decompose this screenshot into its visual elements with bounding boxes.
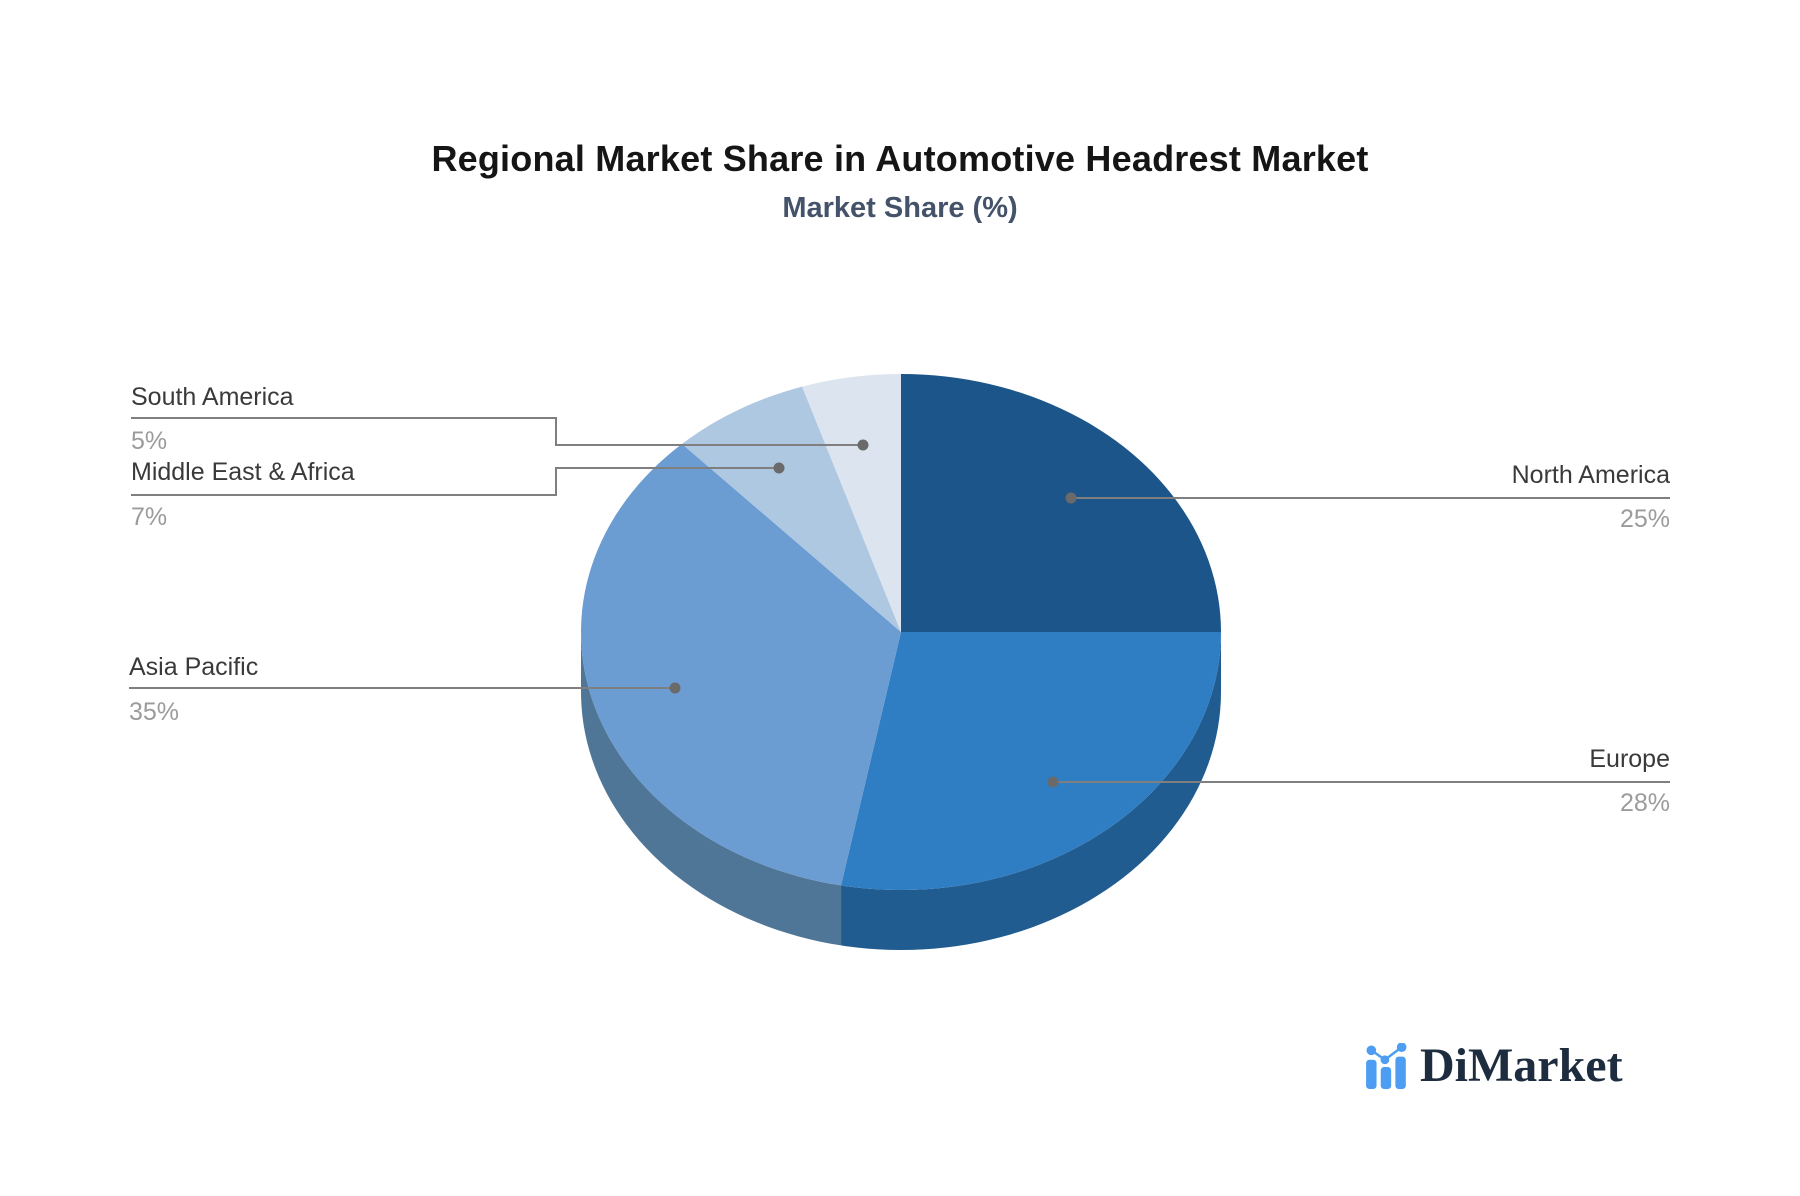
leader-dot-europe (1047, 776, 1059, 788)
callout-pct-europe: 28% (1619, 789, 1670, 817)
logo-bar-2 (1380, 1066, 1392, 1089)
callout-pct-south-america: 5% (131, 427, 168, 455)
logo-bar-3 (1395, 1056, 1406, 1089)
pie-slice-europe[interactable] (841, 632, 1221, 890)
leader-dot-middle-east-africa (773, 462, 785, 474)
callout-pct-asia-pacific: 35% (129, 698, 180, 726)
callout-pct-north-america: 25% (1619, 505, 1670, 533)
brand-logo-text: DiMarket (1420, 1039, 1623, 1092)
leader-dot-north-america (1065, 492, 1077, 504)
callout-label-europe: Europe (1589, 745, 1670, 773)
pie-slice-north-america[interactable] (901, 374, 1221, 632)
pie-slice-middle-east-africa[interactable] (681, 386, 901, 632)
callout-label-south-america: South America (131, 383, 294, 411)
pie-slices (581, 374, 1221, 890)
callout-label-north-america: North America (1511, 461, 1670, 489)
brand-logo: DiMarket (1364, 1038, 1623, 1093)
pie-slice-south-america[interactable] (802, 374, 901, 632)
callout-label-asia-pacific: Asia Pacific (129, 653, 259, 681)
chart-title: Regional Market Share in Automotive Head… (431, 138, 1369, 179)
pie-3d-sides (581, 632, 1221, 950)
pie-slice-asia-pacific[interactable] (581, 443, 901, 886)
leader-line-middle-east-africa (131, 467, 779, 496)
leader-line-south-america (131, 417, 863, 446)
logo-dot-2 (1380, 1054, 1390, 1064)
logo-dot-1 (1366, 1045, 1377, 1055)
pie-slice-side-europe (841, 632, 1221, 950)
logo-dot-3 (1396, 1042, 1407, 1052)
callout-label-middle-east-africa: Middle East & Africa (131, 458, 355, 486)
logo-bar-1 (1366, 1059, 1377, 1089)
leader-dot-south-america (857, 439, 869, 451)
callout-pct-middle-east-africa: 7% (131, 503, 168, 531)
pie-slice-side-asia-pacific (581, 632, 842, 946)
leader-dot-asia-pacific (669, 682, 681, 694)
chart-subtitle: Market Share (%) (782, 192, 1018, 224)
leader-lines (129, 417, 1670, 788)
bar-chart-logo-icon (1366, 1042, 1407, 1089)
